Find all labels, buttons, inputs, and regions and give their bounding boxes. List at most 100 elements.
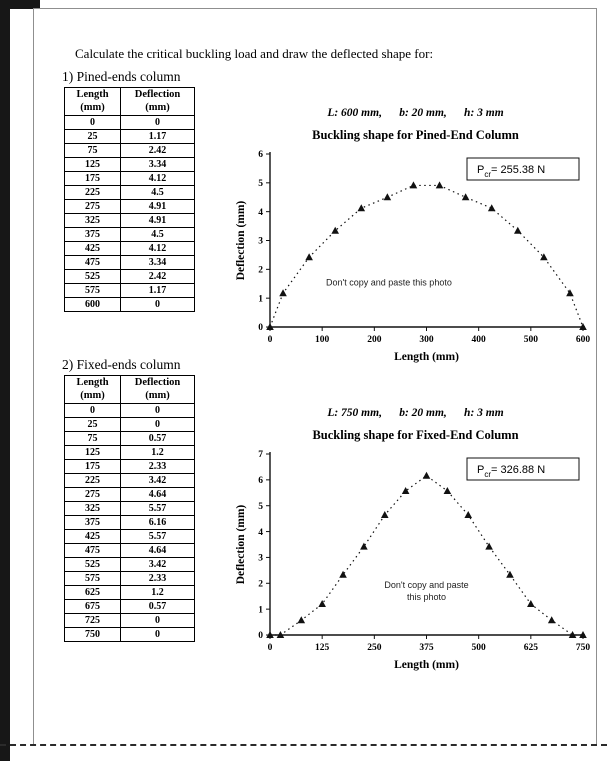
watermark-text: Don't copy and paste <box>384 580 468 590</box>
data-point-marker <box>331 226 340 234</box>
table-cell: 4.12 <box>120 171 195 187</box>
table-cell: 0 <box>120 613 195 629</box>
data-point-marker <box>513 226 522 234</box>
table-cell: 0 <box>64 115 121 131</box>
table-row: 125 3.34 <box>64 157 195 173</box>
data-point-marker <box>566 289 574 297</box>
y-tick-label: 2 <box>258 579 263 589</box>
chart-title: Buckling shape for Pined-End Column <box>312 128 519 142</box>
table-cell: 25 <box>64 417 121 433</box>
data-point-marker <box>297 616 306 624</box>
table-cell: 225 <box>64 185 121 201</box>
table-row: 75 0.57 <box>64 431 195 447</box>
chart-parameters-text: L: 750 mm, b: 20 mm, h: 3 mm <box>327 407 504 419</box>
table-row: 725 0 <box>64 613 195 629</box>
table-cell: 5.57 <box>120 529 195 545</box>
table-row: 525 3.42 <box>64 557 195 573</box>
table-cell: 675 <box>64 599 121 615</box>
table-cell: 175 <box>64 459 121 475</box>
table-cell: 475 <box>64 543 121 559</box>
column-header: Deflection (mm) <box>120 86 195 117</box>
data-point-marker <box>318 599 326 607</box>
x-tick-label: 100 <box>315 335 330 345</box>
page-bottom-dashed-edge <box>0 744 607 746</box>
y-tick-label: 5 <box>258 502 263 512</box>
table-row: 750 0 <box>64 627 195 643</box>
scan-edge-corner <box>0 0 40 9</box>
y-tick-label: 5 <box>258 179 263 189</box>
x-tick-label: 250 <box>367 643 382 653</box>
table-row: 125 1.2 <box>64 445 195 461</box>
table-cell: 475 <box>64 255 121 271</box>
table-cell: 125 <box>64 445 121 461</box>
table-cell: 525 <box>64 557 121 573</box>
data-point-marker <box>485 542 493 550</box>
table-cell: 1.17 <box>120 129 195 145</box>
x-tick-label: 750 <box>576 643 591 653</box>
table-cell: 425 <box>64 241 121 257</box>
table-header-row: Length (mm) Deflection (mm) <box>64 86 195 117</box>
watermark-text: Don't copy and paste this photo <box>326 277 452 287</box>
chart-parameters-text: L: 600 mm, b: 20 mm, h: 3 mm <box>327 107 504 119</box>
table-cell: 0.57 <box>120 431 195 447</box>
table-cell: 0 <box>120 403 195 419</box>
table-row: 575 1.17 <box>64 283 195 299</box>
y-tick-label: 3 <box>258 554 263 564</box>
x-tick-label: 0 <box>268 335 273 345</box>
y-tick-label: 6 <box>258 150 263 160</box>
pcr-annotation-box <box>466 457 580 481</box>
table-cell: 1.2 <box>120 445 195 461</box>
table-cell: 4.91 <box>120 213 195 229</box>
data-point-marker <box>383 193 392 201</box>
prompt-text: Calculate the critical buckling load and… <box>75 46 434 61</box>
table-cell: 75 <box>64 431 121 447</box>
y-tick-label: 4 <box>258 208 263 218</box>
data-point-marker <box>401 486 410 494</box>
table-cell: 725 <box>64 613 121 629</box>
data-point-marker <box>279 289 287 297</box>
data-table: Length (mm) Deflection (mm) 0 0 25 1.17 75 2.42… <box>64 86 195 313</box>
series-line <box>269 184 584 328</box>
data-point-marker <box>506 570 514 578</box>
column-header: Deflection (mm) <box>120 374 195 405</box>
x-tick-label: 500 <box>472 643 487 653</box>
table-cell: 1.17 <box>120 283 195 299</box>
table-cell: 3.42 <box>120 473 195 489</box>
series-line <box>270 474 583 636</box>
table-cell: 4.5 <box>120 185 195 201</box>
table-cell: 4.91 <box>120 199 195 215</box>
watermark-text: this photo <box>407 592 446 602</box>
scan-edge-bar <box>0 0 10 761</box>
data-point-marker <box>461 193 470 201</box>
table-cell: 25 <box>64 129 121 145</box>
table-cell: 225 <box>64 473 121 489</box>
y-tick-label: 3 <box>258 237 263 247</box>
pcr-annotation: Pcr= 326.88 N <box>477 464 545 479</box>
table-cell: 0 <box>120 627 195 643</box>
data-point-marker <box>276 631 285 638</box>
data-point-marker <box>579 631 587 638</box>
data-point-marker <box>540 253 548 261</box>
x-axis-label: Length (mm) <box>394 659 459 671</box>
pcr-annotation: Pcr= 255.38 N <box>477 164 545 179</box>
y-tick-label: 2 <box>258 266 263 276</box>
data-point-marker <box>266 323 274 330</box>
table-cell: 575 <box>64 571 121 587</box>
table-cell: 4.64 <box>120 487 195 503</box>
table-cell: 75 <box>64 143 121 159</box>
x-tick-label: 300 <box>419 335 434 345</box>
table-row: 425 4.12 <box>64 241 195 257</box>
table-row: 75 2.42 <box>64 143 195 159</box>
table-cell: 325 <box>64 501 121 517</box>
table-row: 375 4.5 <box>64 227 195 243</box>
data-point-marker <box>464 511 473 519</box>
table-row: 600 0 <box>64 297 195 313</box>
data-point-marker <box>266 631 274 638</box>
data-point-marker <box>357 204 366 212</box>
x-tick-label: 600 <box>576 335 591 345</box>
pined-end-chart: L: 600 mm, b: 20 mm, h: 3 mm Buckling sh… <box>234 106 597 365</box>
data-point-marker <box>443 486 452 494</box>
table-cell: 275 <box>64 199 121 215</box>
table-cell: 0 <box>64 403 121 419</box>
